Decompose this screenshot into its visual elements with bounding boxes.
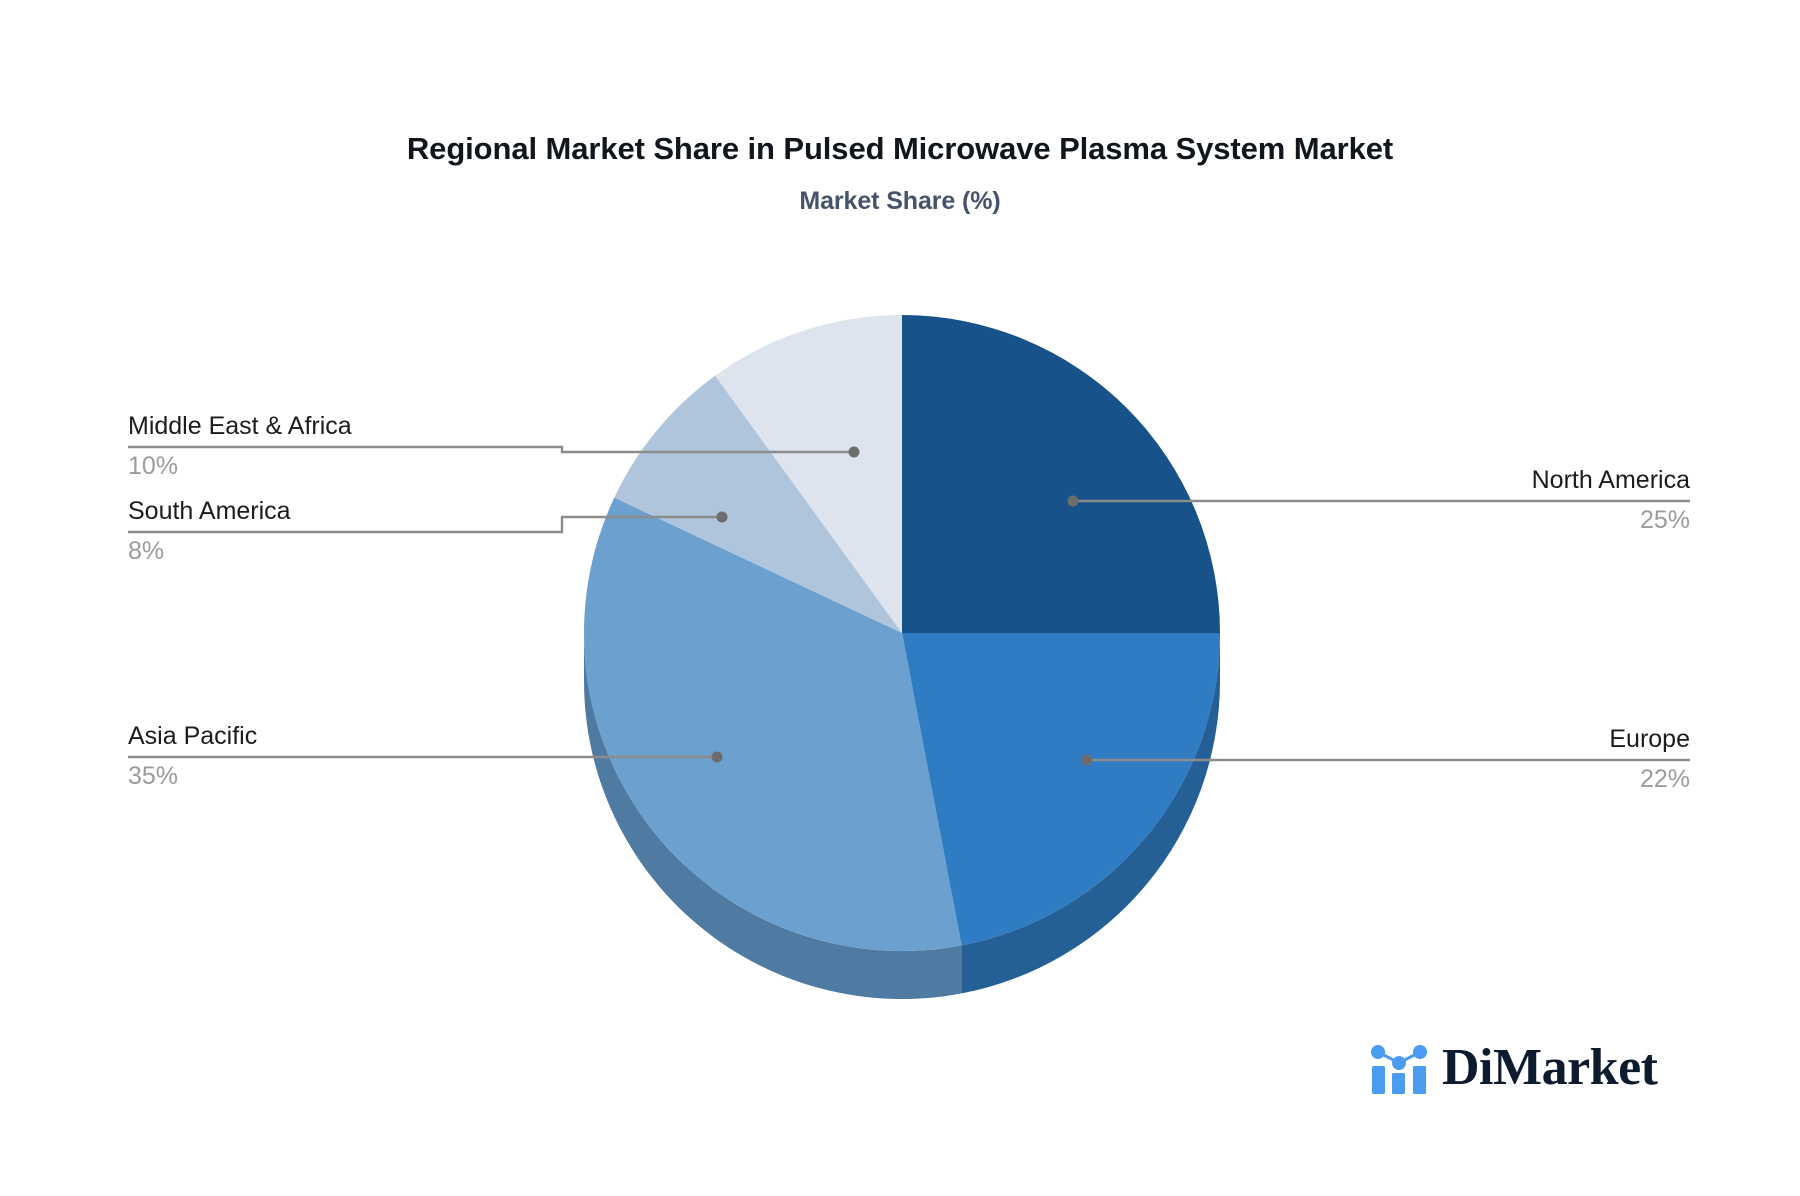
pie-side-europe xyxy=(961,633,1220,994)
callout-north-america: North America 25% xyxy=(1270,464,1690,536)
pie-slice-north-america xyxy=(902,315,1220,633)
leader-dot-middle-east-africa xyxy=(848,446,860,458)
callout-value-label: 8% xyxy=(128,537,165,565)
pie-slice-europe xyxy=(902,633,1220,946)
callout-value-label: 22% xyxy=(1639,765,1690,793)
leader-line-south-america xyxy=(128,515,722,534)
leader-dot-europe xyxy=(1081,754,1093,766)
callout-asia-pacific: Asia Pacific 35% xyxy=(128,720,257,792)
leader-dot-asia-pacific xyxy=(711,751,723,763)
callout-value-label: 25% xyxy=(1639,506,1690,534)
pie-side-asia-pacific xyxy=(583,633,962,1000)
bar-chart-logo-icon xyxy=(1371,1045,1427,1094)
pie-slice-asia-pacific xyxy=(584,497,962,952)
leader-lines xyxy=(128,445,1690,766)
brand-name: DiMarket xyxy=(1442,1039,1658,1096)
callout-category-label: Europe xyxy=(1609,725,1690,753)
callout-category-label: Asia Pacific xyxy=(128,722,258,750)
callout-category-label: South America xyxy=(128,497,291,525)
brand-logo: DiMarket xyxy=(1368,1039,1658,1096)
callout-value-label: 35% xyxy=(128,762,179,790)
pie-depth-sides xyxy=(583,633,1220,1000)
pie-top-face xyxy=(584,315,1220,952)
leader-dot-north-america xyxy=(1067,495,1079,507)
callout-south-america: South America 8% xyxy=(128,495,291,567)
pie-slice-south-america xyxy=(614,375,902,633)
callout-value-label: 10% xyxy=(128,452,179,480)
callout-category-label: North America xyxy=(1531,466,1690,494)
leader-dot-south-america xyxy=(716,511,728,523)
leader-line-middle-east-africa xyxy=(128,445,854,454)
chart-subtitle: Market Share (%) xyxy=(799,187,1001,215)
callout-europe: Europe 22% xyxy=(1270,723,1690,795)
page-title: Regional Market Share in Pulsed Microwav… xyxy=(406,131,1394,166)
pie-slice-middle-east-africa xyxy=(715,315,902,633)
callout-category-label: Middle East & Africa xyxy=(128,412,352,440)
callout-middle-east-africa: Middle East & Africa 10% xyxy=(128,410,352,482)
